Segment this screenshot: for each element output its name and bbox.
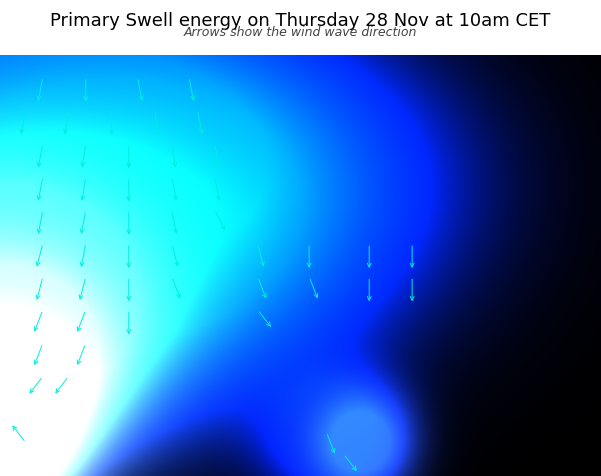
Text: Arrows show the wind wave direction: Arrows show the wind wave direction (184, 26, 417, 39)
Text: Primary Swell energy on Thursday 28 Nov at 10am CET: Primary Swell energy on Thursday 28 Nov … (50, 12, 551, 30)
